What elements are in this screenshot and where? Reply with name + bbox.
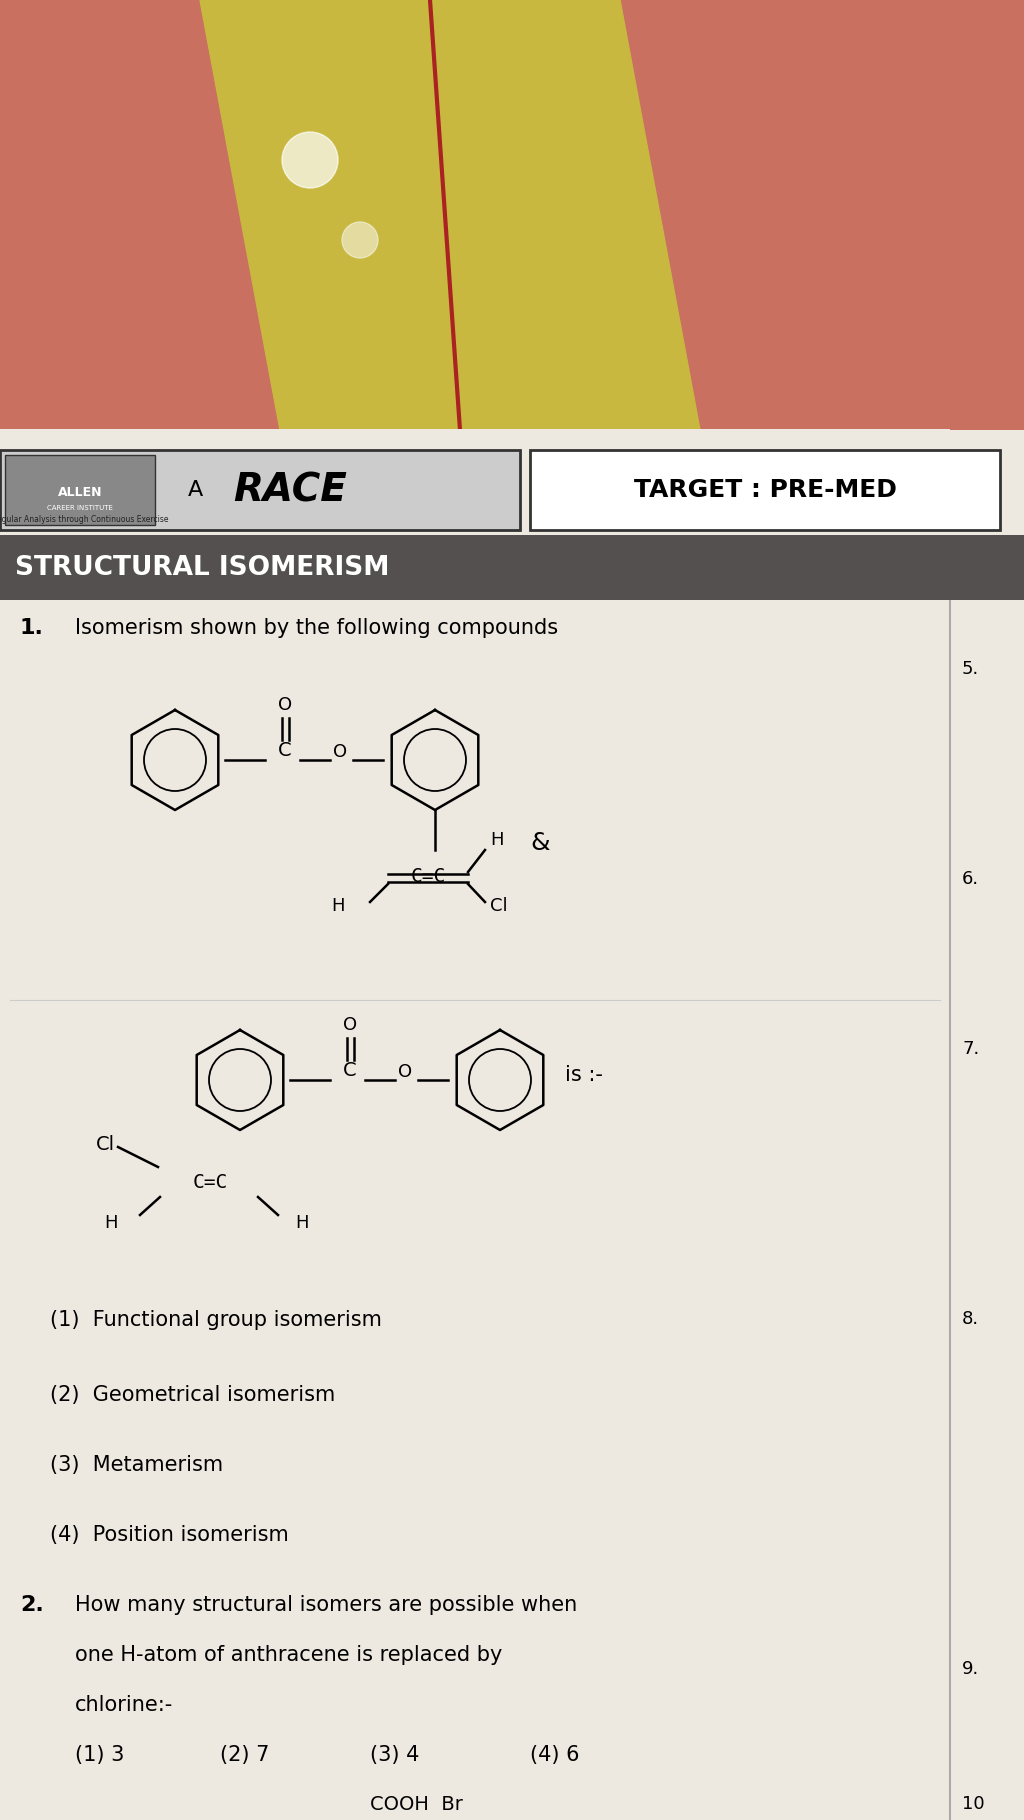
Text: H: H (332, 897, 345, 915)
Text: (4) 6: (4) 6 (530, 1745, 580, 1765)
Text: 1.: 1. (20, 619, 44, 639)
FancyBboxPatch shape (5, 455, 155, 524)
Text: Cl: Cl (490, 897, 508, 915)
Text: O: O (398, 1063, 412, 1081)
Text: one H-atom of anthracene is replaced by: one H-atom of anthracene is replaced by (75, 1645, 503, 1665)
Text: H: H (490, 832, 504, 848)
Polygon shape (200, 0, 700, 430)
Text: Isomerism shown by the following compounds: Isomerism shown by the following compoun… (75, 619, 558, 639)
Text: (2) 7: (2) 7 (220, 1745, 269, 1765)
Text: (4)  Position isomerism: (4) Position isomerism (50, 1525, 289, 1545)
FancyBboxPatch shape (530, 450, 1000, 530)
Text: H: H (295, 1214, 308, 1232)
Text: 10: 10 (962, 1795, 985, 1813)
Text: 5.: 5. (962, 661, 979, 679)
Text: A: A (187, 480, 203, 501)
Text: (3)  Metamerism: (3) Metamerism (50, 1454, 223, 1474)
FancyBboxPatch shape (0, 535, 1024, 601)
Text: O: O (278, 695, 292, 713)
Text: 8.: 8. (962, 1310, 979, 1329)
Text: 7.: 7. (962, 1039, 979, 1057)
Text: O: O (343, 1016, 357, 1034)
Text: (3) 4: (3) 4 (370, 1745, 420, 1765)
Text: C=C: C=C (411, 866, 445, 886)
Text: Regular Analysis through Continuous Exercise: Regular Analysis through Continuous Exer… (0, 515, 168, 524)
Text: How many structural isomers are possible when: How many structural isomers are possible… (75, 1594, 578, 1614)
Text: CAREER INSTITUTE: CAREER INSTITUTE (47, 504, 113, 511)
Text: (1) 3: (1) 3 (75, 1745, 124, 1765)
Circle shape (342, 222, 378, 258)
Text: 9.: 9. (962, 1660, 979, 1678)
Text: 2.: 2. (20, 1594, 44, 1614)
Text: C: C (279, 741, 292, 759)
Circle shape (282, 133, 338, 187)
Text: ALLEN: ALLEN (57, 486, 102, 499)
Text: is :-: is :- (565, 1065, 603, 1085)
Text: COOH  Br: COOH Br (370, 1795, 463, 1815)
Text: (1)  Functional group isomerism: (1) Functional group isomerism (50, 1310, 382, 1330)
Text: C: C (343, 1061, 356, 1079)
FancyBboxPatch shape (0, 0, 1024, 430)
Text: H: H (104, 1214, 118, 1232)
Text: &: & (530, 832, 550, 855)
Text: C=C: C=C (193, 1174, 227, 1192)
Text: Cl: Cl (96, 1136, 115, 1154)
Text: 6.: 6. (962, 870, 979, 888)
Text: O: O (333, 743, 347, 761)
Text: TARGET : PRE-MED: TARGET : PRE-MED (634, 479, 896, 502)
FancyBboxPatch shape (0, 0, 1024, 430)
FancyBboxPatch shape (0, 430, 950, 1820)
FancyBboxPatch shape (0, 450, 520, 530)
Text: STRUCTURAL ISOMERISM: STRUCTURAL ISOMERISM (15, 555, 389, 581)
Text: chlorine:-: chlorine:- (75, 1694, 173, 1714)
Text: RACE: RACE (233, 471, 347, 510)
Text: (2)  Geometrical isomerism: (2) Geometrical isomerism (50, 1385, 335, 1405)
